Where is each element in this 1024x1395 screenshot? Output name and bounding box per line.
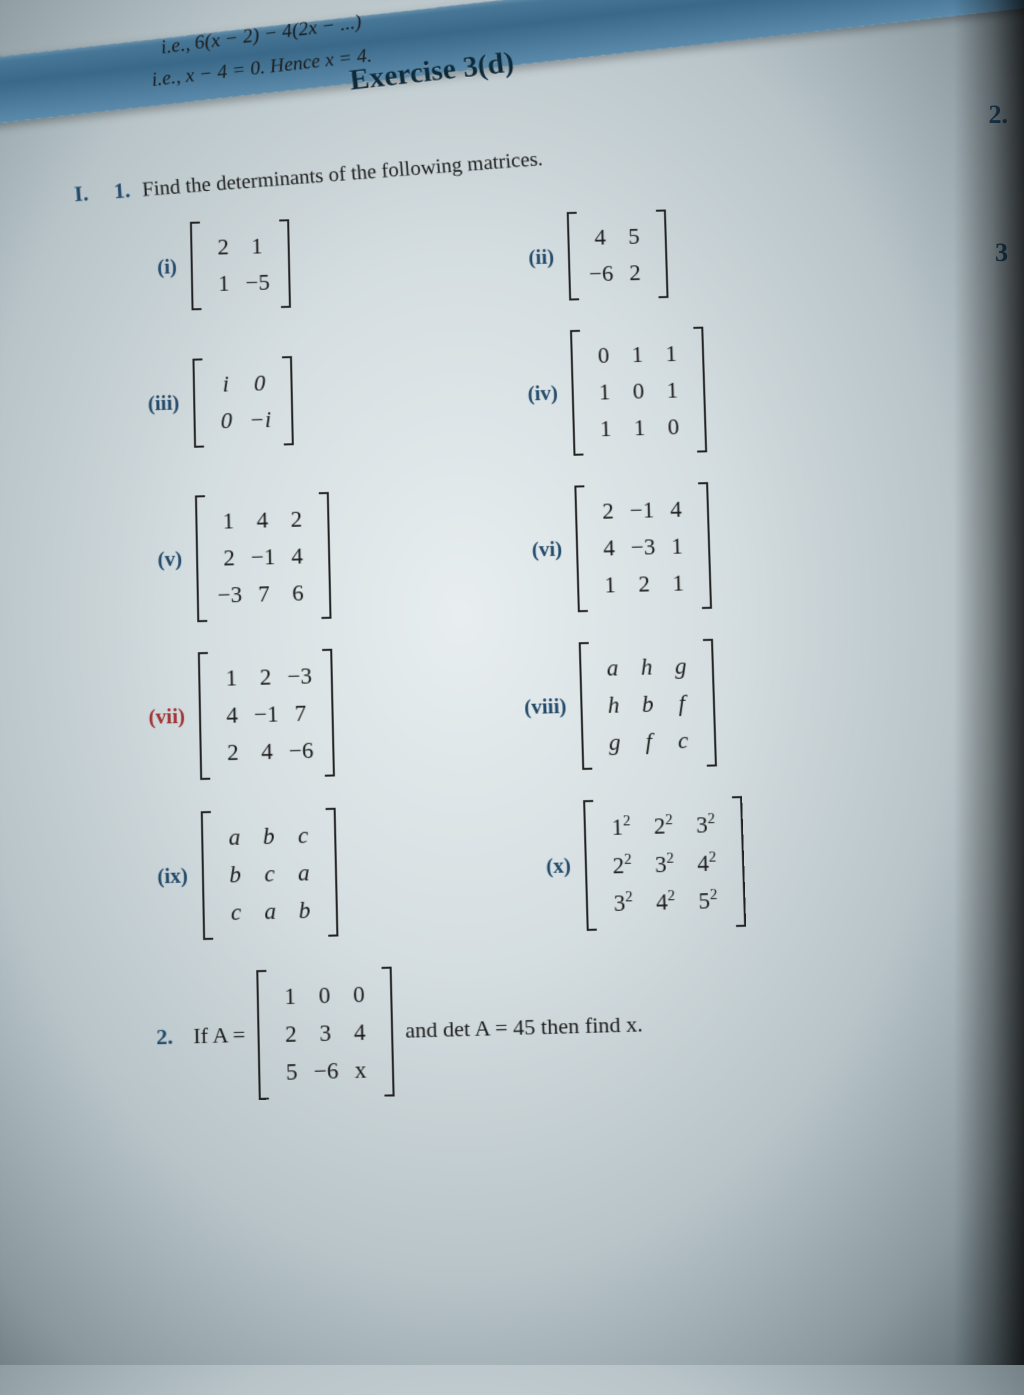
roman-numeral: I. [74, 181, 90, 207]
matrix-x: 122232223242324252 [583, 796, 746, 931]
matrix-v: 1422−14−376 [195, 492, 332, 622]
matrix-ii: 45−62 [567, 210, 669, 301]
label-iv: (iv) [510, 381, 558, 407]
next-page-marker-3: 3 [995, 238, 1008, 268]
question-1-heading: I. 1. Find the determinants of the follo… [74, 114, 949, 207]
matrix-problems: (i) 211−5 (ii) 45−62 (iii) i00−i (iv) 01… [128, 202, 984, 1103]
q2-before: If A = [193, 1022, 246, 1050]
label-iii: (iii) [131, 391, 179, 417]
label-ix: (ix) [139, 863, 188, 890]
question-number: 1. [113, 177, 131, 204]
question-2: 2. If A = 1002345−6x and det A = 45 then… [155, 951, 984, 1103]
matrix-iii: i00−i [192, 356, 293, 448]
label-vii: (vii) [137, 704, 186, 730]
matrix-vi: 2−144−31121 [574, 482, 712, 612]
matrix-vii: 12−34−1724−6 [198, 649, 335, 780]
label-x: (x) [522, 853, 571, 880]
textbook-page: i.e., 6(x − 2) − 4(2x − ...) i.e., x − 4… [0, 0, 1024, 1394]
label-i: (i) [129, 254, 177, 280]
matrix-i: 211−5 [190, 219, 291, 310]
q2-after: and det A = 45 then find x. [405, 1011, 643, 1044]
label-v: (v) [134, 547, 182, 573]
matrix-ix: abcbcacab [201, 808, 339, 940]
question-text: Find the determinants of the following m… [141, 146, 543, 201]
matrix-iv: 011101110 [570, 327, 707, 456]
next-page-marker-2: 2. [989, 100, 1009, 130]
label-ii: (ii) [506, 244, 554, 270]
q2-number: 2. [156, 1024, 173, 1051]
matrix-viii: ahghbfgfc [579, 639, 717, 770]
matrix-q2: 1002345−6x [256, 967, 394, 1100]
label-viii: (viii) [518, 694, 567, 720]
label-vi: (vi) [514, 537, 563, 563]
